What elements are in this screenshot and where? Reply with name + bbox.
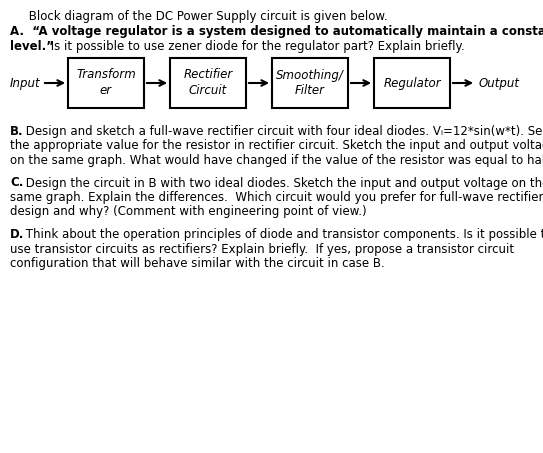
Text: Rectifier
Circuit: Rectifier Circuit: [184, 68, 232, 97]
Bar: [374, 58, 450, 108]
Text: Transform
er: Transform er: [76, 68, 136, 97]
Text: Regulator: Regulator: [383, 77, 441, 90]
Text: level.”: level.”: [10, 40, 54, 53]
Bar: [170, 58, 246, 108]
Bar: [68, 58, 144, 108]
Text: use transistor circuits as rectifiers? Explain briefly.  If yes, propose a trans: use transistor circuits as rectifiers? E…: [10, 242, 514, 255]
Text: on the same graph. What would have changed if the value of the resistor was equa: on the same graph. What would have chang…: [10, 154, 543, 167]
Text: design and why? (Comment with engineering point of view.): design and why? (Comment with engineerin…: [10, 206, 367, 218]
Text: Input: Input: [10, 77, 41, 90]
Text: D.: D.: [10, 228, 24, 241]
Text: Design the circuit in B with two ideal diodes. Sketch the input and output volta: Design the circuit in B with two ideal d…: [22, 177, 543, 189]
Text: Is it possible to use zener diode for the regulator part? Explain briefly.: Is it possible to use zener diode for th…: [47, 40, 465, 53]
Bar: [272, 58, 348, 108]
Text: same graph. Explain the differences.  Which circuit would you prefer for full-wa: same graph. Explain the differences. Whi…: [10, 191, 543, 204]
Text: A.  “A voltage regulator is a system designed to automatically maintain a consta: A. “A voltage regulator is a system desi…: [10, 25, 543, 38]
Text: Think about the operation principles of diode and transistor components. Is it p: Think about the operation principles of …: [22, 228, 543, 241]
Text: Output: Output: [479, 77, 520, 90]
Text: B.: B.: [10, 125, 24, 138]
Text: Smoothing/
Filter: Smoothing/ Filter: [276, 68, 344, 97]
Text: the appropriate value for the resistor in rectifier circuit. Sketch the input an: the appropriate value for the resistor i…: [10, 140, 543, 153]
Text: configuration that will behave similar with the circuit in case B.: configuration that will behave similar w…: [10, 257, 385, 270]
Text: Block diagram of the DC Power Supply circuit is given below.: Block diagram of the DC Power Supply cir…: [10, 10, 388, 23]
Text: Design and sketch a full-wave rectifier circuit with four ideal diodes. Vᵢ=12*si: Design and sketch a full-wave rectifier …: [22, 125, 543, 138]
Text: C.: C.: [10, 177, 23, 189]
